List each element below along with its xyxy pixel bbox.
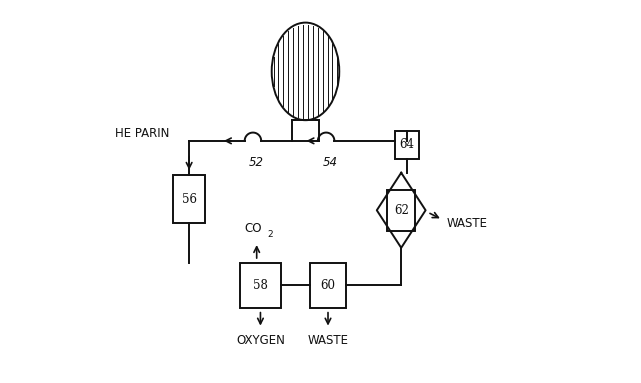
Text: CO: CO (245, 222, 262, 235)
Text: 60: 60 (320, 279, 335, 292)
Text: WASTE: WASTE (308, 334, 349, 347)
Text: 52: 52 (249, 156, 264, 169)
Text: HE PARIN: HE PARIN (115, 127, 169, 140)
Text: 2: 2 (267, 230, 273, 239)
Bar (310, 263, 346, 308)
Text: 64: 64 (399, 138, 414, 151)
Bar (173, 175, 205, 223)
Ellipse shape (272, 23, 339, 120)
Text: 56: 56 (181, 193, 197, 206)
Bar (395, 131, 419, 159)
Text: WASTE: WASTE (446, 217, 487, 230)
Text: 62: 62 (394, 204, 408, 217)
Bar (387, 190, 415, 231)
Text: OXYGEN: OXYGEN (236, 334, 285, 347)
Bar (240, 263, 281, 308)
Text: 54: 54 (322, 156, 337, 169)
Text: 58: 58 (253, 279, 268, 292)
